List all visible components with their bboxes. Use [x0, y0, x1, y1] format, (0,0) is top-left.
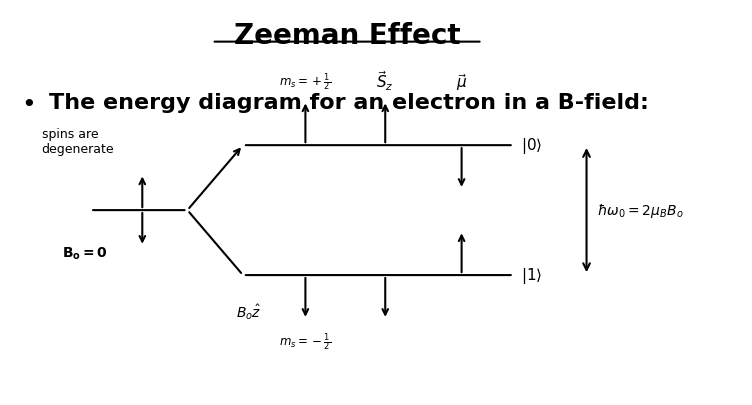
Text: •: •: [21, 93, 35, 117]
Text: $\hbar\omega_0 = 2\mu_B B_o$: $\hbar\omega_0 = 2\mu_B B_o$: [597, 202, 684, 220]
Text: $\vec{S}_z$: $\vec{S}_z$: [377, 70, 394, 93]
Text: $\vec{\mu}$: $\vec{\mu}$: [456, 72, 467, 93]
Text: spins are
degenerate: spins are degenerate: [41, 128, 114, 156]
Text: $|0\rangle$: $|0\rangle$: [520, 136, 542, 156]
Text: $m_s= +\frac{1}{2}$: $m_s= +\frac{1}{2}$: [279, 72, 332, 93]
Text: $m_s= -\frac{1}{2}$: $m_s= -\frac{1}{2}$: [279, 330, 332, 352]
Text: The energy diagram for an electron in a B-field:: The energy diagram for an electron in a …: [49, 93, 648, 113]
Text: $\mathbf{B_o = 0}$: $\mathbf{B_o = 0}$: [62, 245, 108, 261]
Text: $B_o\hat{z}$: $B_o\hat{z}$: [236, 302, 262, 321]
Text: $|1\rangle$: $|1\rangle$: [520, 265, 542, 286]
Text: Zeeman Effect: Zeeman Effect: [234, 22, 460, 50]
